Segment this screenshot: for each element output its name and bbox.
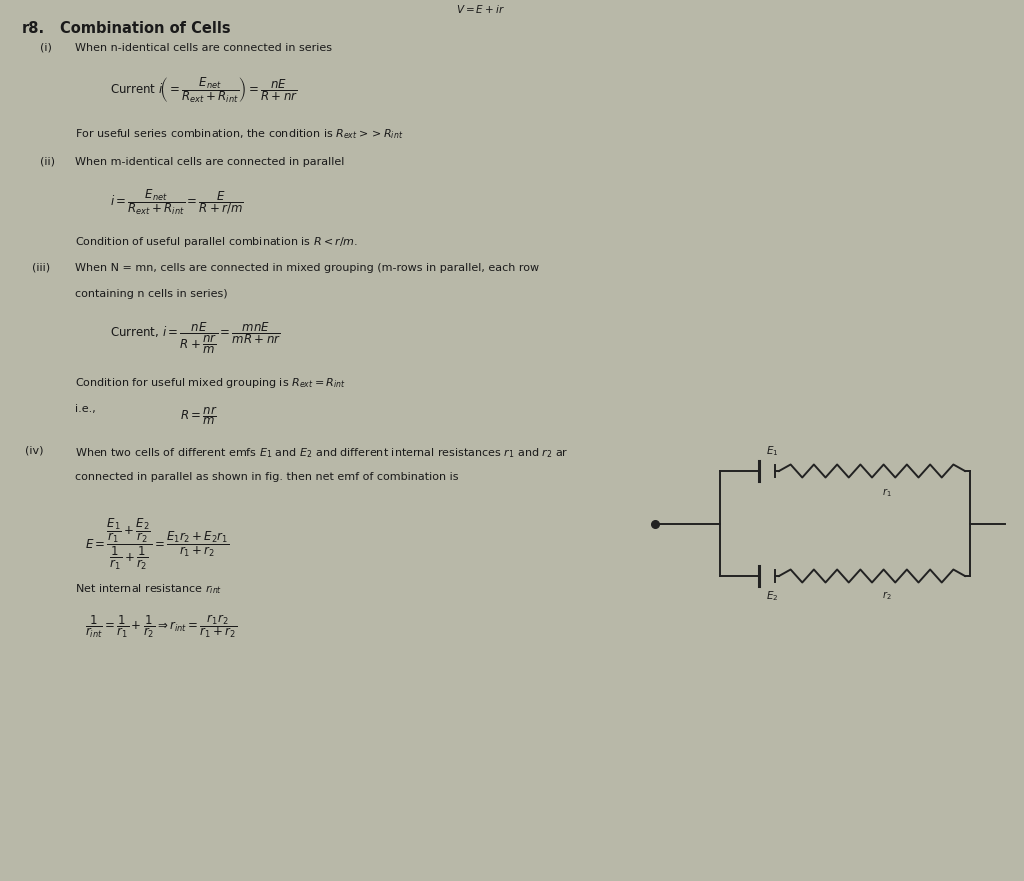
- Text: (i): (i): [40, 43, 52, 53]
- Text: (ii): (ii): [40, 157, 55, 167]
- Text: $R=\dfrac{nr}{m}$: $R=\dfrac{nr}{m}$: [180, 404, 217, 426]
- Text: Current, $i=\dfrac{nE}{R+\dfrac{nr}{m}}=\dfrac{mnE}{mR+nr}$: Current, $i=\dfrac{nE}{R+\dfrac{nr}{m}}=…: [110, 321, 281, 357]
- Text: Condition of useful parallel combination is $R<r/m$.: Condition of useful parallel combination…: [75, 235, 358, 249]
- Text: When n-identical cells are connected in series: When n-identical cells are connected in …: [75, 43, 332, 53]
- Text: connected in parallel as shown in fig. then net emf of combination is: connected in parallel as shown in fig. t…: [75, 472, 459, 482]
- Text: $E=\dfrac{\dfrac{E_1}{r_1}+\dfrac{E_2}{r_2}}{\dfrac{1}{r_1}+\dfrac{1}{r_2}}=\dfr: $E=\dfrac{\dfrac{E_1}{r_1}+\dfrac{E_2}{r…: [85, 517, 229, 573]
- Text: When N = mn, cells are connected in mixed grouping (m-rows in parallel, each row: When N = mn, cells are connected in mixe…: [75, 263, 539, 273]
- Text: (iv): (iv): [25, 446, 43, 456]
- Text: $r_1$: $r_1$: [883, 486, 892, 499]
- Text: For useful series combination, the condition is $R_{ext}>>R_{int}$: For useful series combination, the condi…: [75, 127, 403, 141]
- Text: $E_2$: $E_2$: [766, 589, 778, 603]
- Text: Combination of Cells: Combination of Cells: [60, 21, 230, 36]
- Text: $r_2$: $r_2$: [883, 589, 892, 602]
- Text: When m-identical cells are connected in parallel: When m-identical cells are connected in …: [75, 157, 344, 167]
- Text: Condition for useful mixed grouping is $R_{ext}=R_{int}$: Condition for useful mixed grouping is $…: [75, 376, 346, 390]
- Text: When two cells of different emfs $E_1$ and $E_2$ and different internal resistan: When two cells of different emfs $E_1$ a…: [75, 446, 568, 460]
- Text: Current $i\!\left(=\dfrac{E_{net}}{R_{ext}+R_{int}}\right)=\dfrac{nE}{R+nr}$: Current $i\!\left(=\dfrac{E_{net}}{R_{ex…: [110, 75, 298, 105]
- Text: i.e.,: i.e.,: [75, 404, 96, 414]
- Text: $E_1$: $E_1$: [766, 444, 778, 458]
- Text: $\dfrac{1}{r_{int}}=\dfrac{1}{r_1}+\dfrac{1}{r_2}\Rightarrow r_{int}=\dfrac{r_1r: $\dfrac{1}{r_{int}}=\dfrac{1}{r_1}+\dfra…: [85, 612, 237, 640]
- Text: containing n cells in series): containing n cells in series): [75, 289, 227, 299]
- Text: $i=\dfrac{E_{net}}{R_{ext}+R_{int}}=\dfrac{E}{R+r/m}$: $i=\dfrac{E_{net}}{R_{ext}+R_{int}}=\dfr…: [110, 187, 244, 217]
- Text: (iii): (iii): [32, 263, 50, 273]
- Text: $V = E + ir$: $V = E + ir$: [456, 3, 505, 15]
- Text: r8.: r8.: [22, 21, 45, 36]
- Text: Net internal resistance $r_{int}$: Net internal resistance $r_{int}$: [75, 582, 222, 596]
